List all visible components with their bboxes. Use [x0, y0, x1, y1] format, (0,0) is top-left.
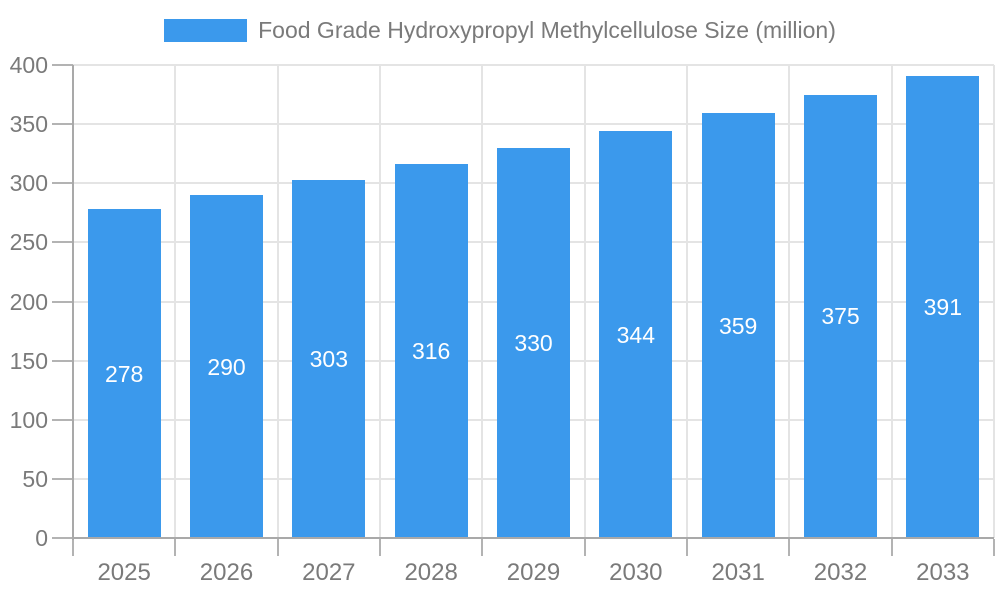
x-axis-label: 2027 [302, 559, 356, 586]
gridline-horizontal [73, 64, 994, 66]
x-axis-tick [583, 539, 586, 556]
y-axis-tick [52, 359, 73, 362]
y-axis-label: 250 [9, 229, 48, 256]
legend-swatch [164, 18, 248, 42]
gridline-vertical [276, 65, 279, 538]
bar-2027[interactable]: 303 [292, 179, 366, 538]
y-axis-label: 300 [9, 170, 48, 197]
x-axis-tick [379, 539, 381, 556]
gridline-vertical [993, 65, 995, 538]
y-axis-label: 100 [9, 406, 48, 433]
x-axis-line [73, 537, 994, 539]
y-axis-label: 400 [9, 52, 48, 78]
y-axis-line [72, 65, 74, 540]
y-axis-tick [52, 241, 73, 244]
y-axis-tick [52, 182, 73, 185]
bar-value-label: 278 [104, 360, 144, 387]
y-axis-tick [52, 477, 73, 480]
bar-value-label: 375 [821, 303, 860, 330]
y-axis-label: 200 [9, 288, 48, 315]
x-axis-label: 2032 [813, 559, 868, 586]
bar-value-label: 290 [207, 353, 246, 380]
x-axis-label: 2031 [711, 559, 765, 586]
y-axis-label: 150 [9, 347, 48, 374]
x-axis-label: 2028 [404, 559, 458, 586]
x-axis-label: 2033 [916, 559, 970, 586]
x-axis-tick [276, 539, 279, 556]
x-axis-tick [481, 539, 484, 556]
bar-2030[interactable]: 344 [599, 131, 673, 538]
x-axis-tick [993, 539, 995, 556]
x-axis-label: 2025 [97, 559, 151, 586]
x-axis-label: 2029 [506, 559, 561, 586]
y-axis-label: 0 [35, 525, 48, 551]
gridline-vertical [481, 65, 484, 538]
bar-2026[interactable]: 290 [190, 195, 263, 538]
gridline-vertical [379, 65, 381, 538]
x-axis-tick [788, 539, 791, 556]
bar-2029[interactable]: 330 [497, 147, 570, 538]
gridline-vertical [686, 65, 688, 538]
y-axis-tick [52, 418, 73, 421]
y-axis-tick [52, 64, 73, 66]
bar-2033[interactable]: 391 [906, 75, 980, 538]
bar-value-label: 359 [718, 312, 758, 339]
legend-label: Food Grade Hydroxypropyl Methylcellulose… [258, 16, 836, 43]
bar-2031[interactable]: 359 [701, 113, 775, 538]
legend[interactable]: Food Grade Hydroxypropyl Methylcellulose… [0, 16, 1000, 44]
bar-value-label: 316 [411, 338, 451, 365]
y-axis-tick [52, 537, 73, 539]
gridline-vertical [583, 65, 586, 538]
gridline-vertical [788, 65, 791, 538]
x-axis-tick [72, 539, 74, 556]
x-axis-label: 2030 [609, 559, 663, 586]
x-axis-tick [686, 539, 688, 556]
gridline-horizontal [73, 123, 994, 126]
bar-value-label: 303 [309, 345, 349, 372]
gridline-vertical [890, 65, 893, 538]
y-axis-label: 50 [22, 465, 48, 492]
gridline-vertical [174, 65, 177, 538]
bar-2028[interactable]: 316 [394, 164, 468, 538]
x-axis-tick [174, 539, 177, 556]
y-axis-tick [52, 300, 73, 303]
y-axis-label: 350 [9, 111, 48, 138]
bar-2032[interactable]: 375 [804, 94, 877, 538]
bar-2025[interactable]: 278 [87, 209, 161, 538]
x-axis-label: 2026 [199, 559, 254, 586]
bar-value-label: 330 [514, 329, 553, 356]
bar-value-label: 344 [616, 321, 656, 348]
bar-value-label: 391 [923, 293, 963, 320]
y-axis-tick [52, 123, 73, 126]
x-axis-tick [890, 539, 893, 556]
